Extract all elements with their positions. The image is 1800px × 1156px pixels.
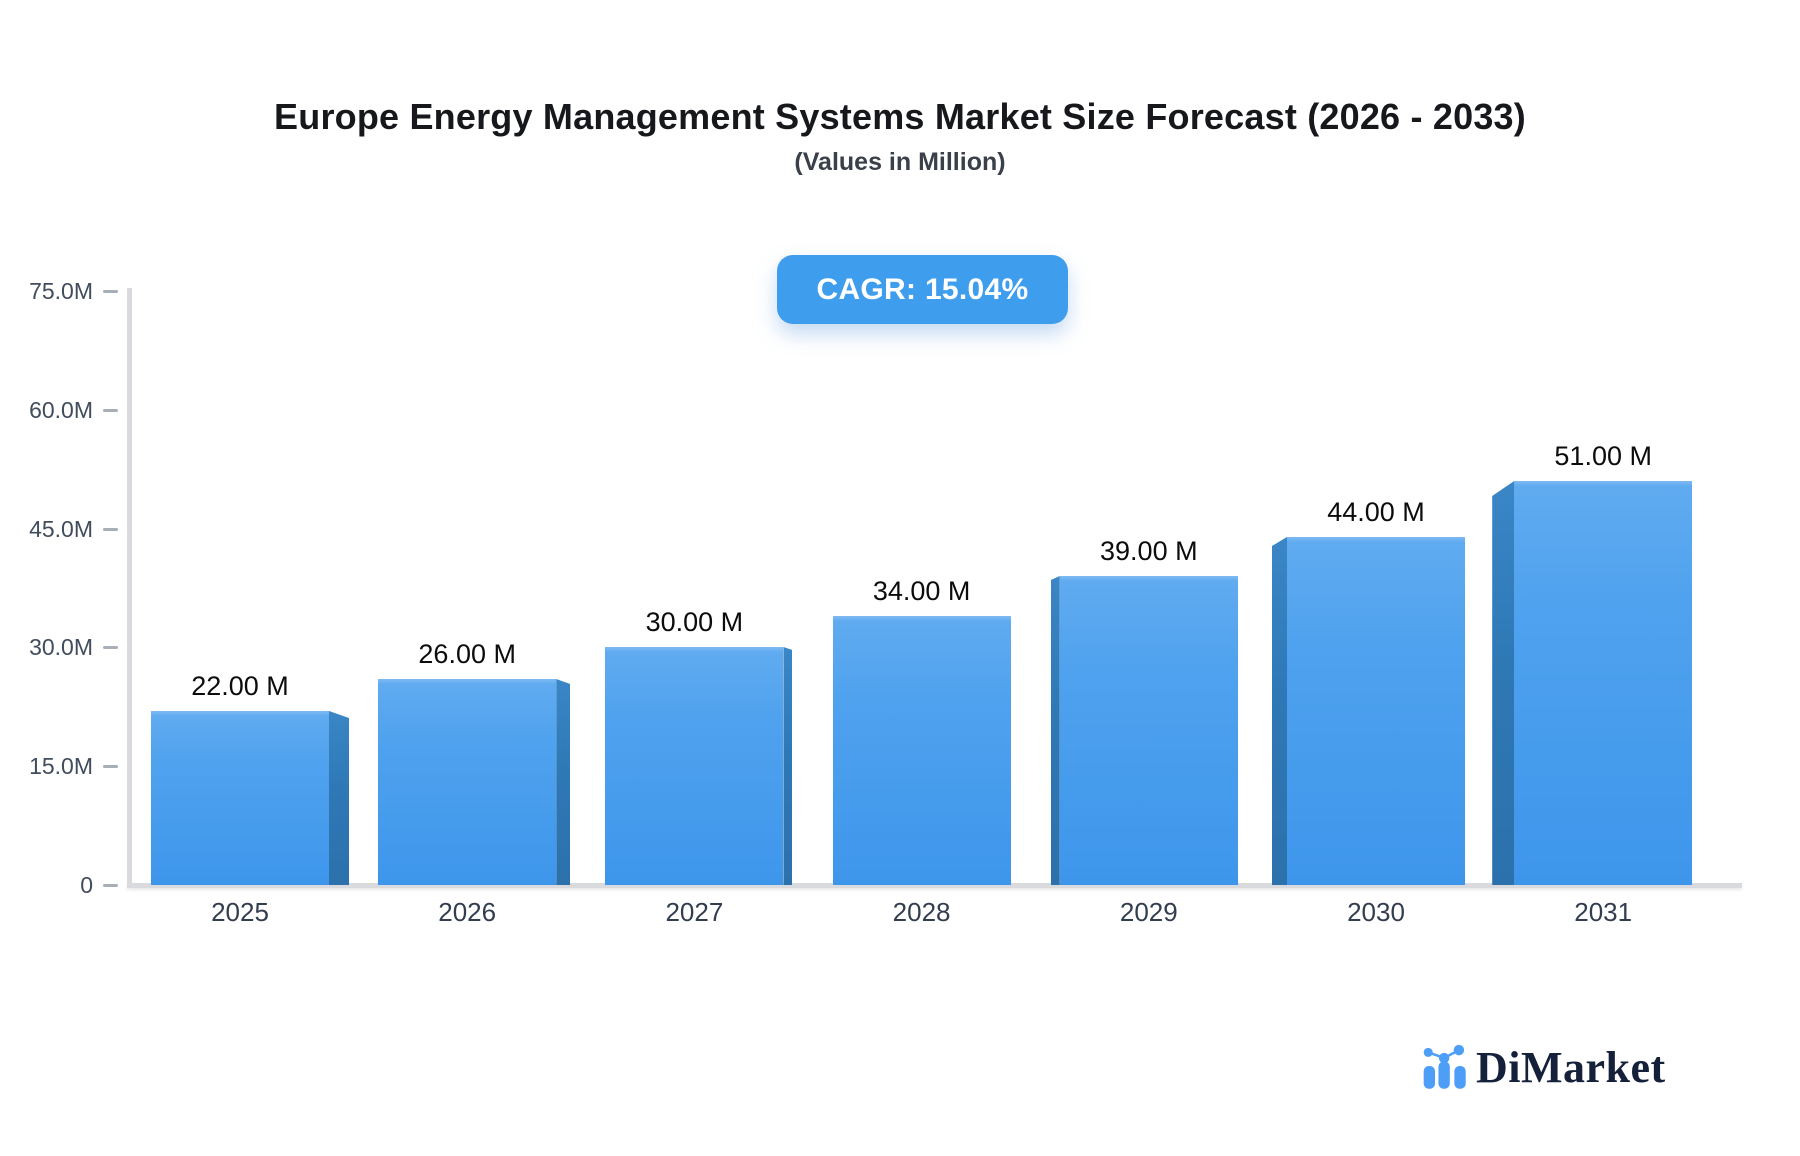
x-tick-label-2027: 2027: [665, 897, 724, 927]
bar-value-label: 22.00 M: [191, 671, 289, 701]
bar-value-label: 39.00 M: [1100, 536, 1198, 566]
bar-2025[interactable]: [151, 711, 329, 885]
x-tick-label-2030: 2030: [1347, 897, 1405, 927]
bar-3d-side-2029: [1050, 576, 1060, 885]
bar-value-label: 26.00 M: [418, 639, 516, 669]
y-tick-label: 30.0M: [29, 634, 93, 660]
x-tick-label-2031: 2031: [1574, 897, 1633, 927]
brand-name: DiMarket: [1476, 1043, 1666, 1092]
y-tick-mark: [103, 765, 118, 768]
x-axis-line: [127, 883, 1742, 888]
bar-value-label: 30.00 M: [645, 607, 744, 637]
bar-3d-side-2030: [1272, 537, 1287, 885]
bar-chart-logo-icon: [1420, 1041, 1466, 1096]
y-tick-mark: [103, 884, 118, 887]
y-axis-line: [127, 288, 132, 888]
bar-2027[interactable]: [605, 647, 784, 885]
y-tick-mark: [103, 290, 118, 293]
bar-value-label: 51.00 M: [1554, 441, 1652, 471]
bar-value-label: 44.00 M: [1327, 497, 1425, 527]
y-tick-label: 60.0M: [29, 397, 93, 423]
bar-3d-side-2026: [556, 679, 571, 885]
y-tick-mark: [103, 409, 118, 412]
x-tick-label-2026: 2026: [438, 897, 497, 927]
cagr-badge: CAGR: 15.04%: [777, 255, 1068, 324]
y-tick-mark: [103, 528, 118, 531]
y-tick-label: 45.0M: [29, 516, 93, 542]
y-tick-label: 15.0M: [29, 753, 93, 779]
bar-value-label: 34.00 M: [872, 576, 971, 606]
bar-2026[interactable]: [378, 679, 557, 885]
y-tick-label: 75.0M: [29, 278, 93, 304]
chart-subtitle: (Values in Million): [794, 148, 1006, 176]
bar-2030[interactable]: [1287, 537, 1465, 885]
y-tick-mark: [103, 646, 118, 649]
brand-logo: DiMarket: [1420, 1040, 1666, 1096]
bar-2031[interactable]: [1514, 481, 1693, 885]
x-tick-label-2028: 2028: [892, 897, 951, 927]
bar-2028[interactable]: [832, 616, 1011, 885]
y-tick-label: 0: [80, 872, 93, 898]
chart-title: Europe Energy Management Systems Market …: [274, 96, 1526, 137]
bar-2029[interactable]: [1059, 576, 1238, 885]
bar-3d-side-2031: [1492, 481, 1515, 885]
bar-3d-side-2027: [783, 647, 793, 885]
x-tick-label-2025: 2025: [211, 897, 269, 927]
x-tick-label-2029: 2029: [1119, 897, 1178, 927]
bar-3d-side-2025: [329, 711, 349, 885]
